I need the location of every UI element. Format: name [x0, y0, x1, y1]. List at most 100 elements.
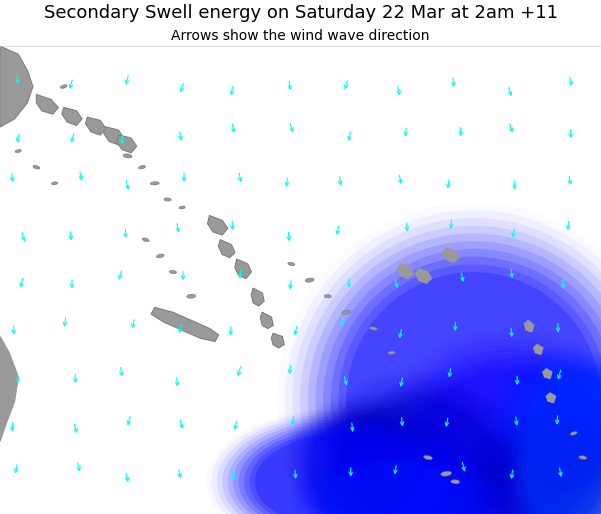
Ellipse shape [297, 452, 504, 514]
Ellipse shape [222, 416, 470, 514]
Ellipse shape [392, 345, 601, 514]
Ellipse shape [310, 417, 419, 514]
Polygon shape [0, 46, 33, 127]
Ellipse shape [169, 270, 177, 274]
Ellipse shape [522, 375, 601, 514]
Ellipse shape [408, 359, 601, 514]
Polygon shape [272, 334, 284, 348]
Ellipse shape [310, 458, 491, 514]
Ellipse shape [142, 238, 149, 242]
Ellipse shape [489, 430, 601, 514]
Ellipse shape [296, 406, 432, 514]
Ellipse shape [338, 264, 601, 514]
Polygon shape [85, 117, 106, 135]
Polygon shape [62, 107, 82, 125]
Text: Secondary Swell energy on Saturday 22 Mar at 2am +11: Secondary Swell energy on Saturday 22 Ma… [43, 4, 558, 22]
Ellipse shape [123, 154, 132, 158]
Polygon shape [546, 393, 555, 402]
Ellipse shape [441, 471, 451, 476]
Ellipse shape [492, 433, 601, 514]
Ellipse shape [528, 385, 601, 514]
Ellipse shape [490, 352, 601, 483]
Ellipse shape [482, 425, 601, 514]
Ellipse shape [315, 460, 487, 514]
Ellipse shape [300, 226, 601, 514]
Ellipse shape [579, 456, 587, 460]
Ellipse shape [525, 380, 601, 514]
Ellipse shape [512, 361, 601, 514]
Polygon shape [235, 259, 251, 279]
Ellipse shape [228, 419, 465, 514]
Text: Arrows show the wind wave direction: Arrows show the wind wave direction [171, 29, 430, 43]
Ellipse shape [346, 272, 601, 514]
Ellipse shape [515, 365, 601, 514]
Polygon shape [104, 127, 124, 144]
Ellipse shape [324, 382, 514, 514]
Ellipse shape [138, 166, 145, 169]
Ellipse shape [33, 166, 40, 169]
Ellipse shape [397, 350, 601, 514]
Ellipse shape [316, 241, 601, 514]
Ellipse shape [388, 351, 395, 354]
Ellipse shape [500, 360, 601, 474]
Ellipse shape [187, 294, 196, 298]
Ellipse shape [331, 256, 601, 514]
Ellipse shape [451, 480, 460, 484]
Ellipse shape [570, 431, 577, 435]
Ellipse shape [413, 364, 601, 514]
Polygon shape [525, 320, 534, 332]
Ellipse shape [307, 414, 422, 514]
Polygon shape [207, 215, 228, 235]
Ellipse shape [493, 354, 601, 480]
Ellipse shape [504, 363, 601, 471]
Ellipse shape [164, 198, 171, 201]
Ellipse shape [302, 454, 500, 514]
Ellipse shape [507, 366, 601, 469]
Polygon shape [37, 95, 58, 114]
Ellipse shape [510, 369, 601, 466]
Ellipse shape [319, 462, 482, 514]
Polygon shape [251, 288, 264, 306]
Ellipse shape [341, 310, 350, 315]
Ellipse shape [60, 85, 67, 88]
Ellipse shape [288, 262, 295, 266]
Ellipse shape [346, 401, 492, 514]
Ellipse shape [518, 371, 601, 514]
Ellipse shape [293, 218, 601, 514]
Ellipse shape [233, 422, 459, 514]
Ellipse shape [475, 419, 601, 514]
Ellipse shape [290, 400, 439, 514]
Ellipse shape [386, 340, 601, 514]
Ellipse shape [337, 393, 501, 514]
Ellipse shape [306, 456, 495, 514]
Ellipse shape [320, 378, 518, 514]
Ellipse shape [329, 386, 509, 514]
Polygon shape [260, 313, 273, 328]
Ellipse shape [15, 150, 21, 153]
Polygon shape [0, 337, 18, 442]
Ellipse shape [508, 356, 601, 514]
Ellipse shape [249, 430, 442, 514]
Polygon shape [219, 240, 235, 258]
Ellipse shape [369, 327, 377, 330]
Ellipse shape [419, 369, 601, 514]
Ellipse shape [52, 182, 58, 185]
Ellipse shape [323, 249, 601, 514]
Ellipse shape [300, 409, 429, 514]
Ellipse shape [380, 335, 601, 514]
Ellipse shape [341, 397, 496, 514]
Ellipse shape [217, 413, 475, 514]
Ellipse shape [485, 428, 601, 514]
Ellipse shape [478, 422, 601, 514]
Ellipse shape [244, 428, 448, 514]
Ellipse shape [333, 390, 505, 514]
Ellipse shape [239, 425, 454, 514]
Polygon shape [151, 307, 219, 341]
Ellipse shape [293, 402, 435, 514]
Ellipse shape [424, 455, 433, 460]
Polygon shape [543, 369, 552, 378]
Ellipse shape [305, 278, 314, 282]
Ellipse shape [403, 354, 601, 514]
Polygon shape [415, 269, 432, 283]
Ellipse shape [308, 233, 601, 514]
